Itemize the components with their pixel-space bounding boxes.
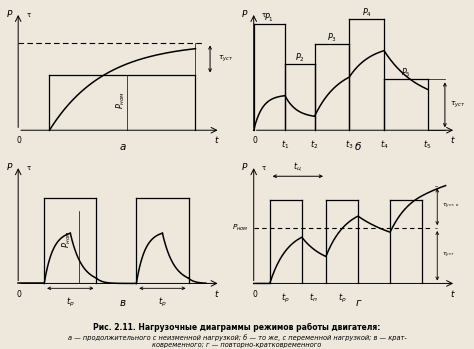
Text: $t_p$: $t_p$ <box>337 292 346 305</box>
Text: $τ_{уст}$: $τ_{уст}$ <box>450 99 465 110</box>
Text: $t_2$: $t_2$ <box>310 139 319 151</box>
Text: $P_{ном}$: $P_{ном}$ <box>232 223 249 233</box>
Text: Рис. 2.11. Нагрузочные диаграммы режимов работы двигателя:: Рис. 2.11. Нагрузочные диаграммы режимов… <box>93 323 381 332</box>
Text: б: б <box>355 142 361 152</box>
Text: t: t <box>215 290 218 298</box>
Text: $τ_{уст}$: $τ_{уст}$ <box>442 251 455 260</box>
Text: $P_2$: $P_2$ <box>295 52 305 64</box>
Text: $t_4$: $t_4$ <box>380 139 388 151</box>
Text: P: P <box>7 163 12 172</box>
Text: P: P <box>7 10 12 19</box>
Text: $P_3$: $P_3$ <box>327 31 337 44</box>
Text: $t_p$: $t_p$ <box>66 296 75 309</box>
Text: t: t <box>450 290 454 298</box>
Text: $t_п$: $t_п$ <box>310 292 319 304</box>
Text: τ: τ <box>262 12 266 17</box>
Text: τ: τ <box>262 165 266 171</box>
Text: $τ_{уст}$: $τ_{уст}$ <box>219 54 234 64</box>
Text: P: P <box>242 10 247 19</box>
Text: $t_p$: $t_p$ <box>158 296 167 309</box>
Text: в: в <box>119 298 126 308</box>
Text: t: t <box>215 136 218 145</box>
Text: $P_{ном}$: $P_{ном}$ <box>61 230 73 248</box>
Text: τ: τ <box>27 165 31 171</box>
Text: $t_3$: $t_3$ <box>345 139 354 151</box>
Text: $t_1$: $t_1$ <box>281 139 289 151</box>
Text: P: P <box>242 163 247 172</box>
Text: $P_1$: $P_1$ <box>264 11 274 24</box>
Text: $t_ц$: $t_ц$ <box>293 161 302 173</box>
Text: г: г <box>355 298 361 308</box>
Text: τ: τ <box>27 12 31 17</box>
Text: а — продолжительного с неизменной нагрузкой; б — то же, с переменной нагрузкой; : а — продолжительного с неизменной нагруз… <box>68 334 406 348</box>
Text: $P_4$: $P_4$ <box>362 6 372 18</box>
Text: $P_5$: $P_5$ <box>401 67 410 80</box>
Text: $t_5$: $t_5$ <box>423 139 432 151</box>
Text: $t_p$: $t_p$ <box>282 292 290 305</box>
Text: $P_{ном}$: $P_{ном}$ <box>114 91 127 109</box>
Text: 0: 0 <box>252 290 257 298</box>
Text: 0: 0 <box>252 136 257 145</box>
Text: а: а <box>119 142 126 152</box>
Text: 0: 0 <box>17 136 22 145</box>
Text: 0: 0 <box>17 290 22 298</box>
Text: t: t <box>450 136 454 145</box>
Text: $τ_{уст.к}$: $τ_{уст.к}$ <box>442 202 459 211</box>
